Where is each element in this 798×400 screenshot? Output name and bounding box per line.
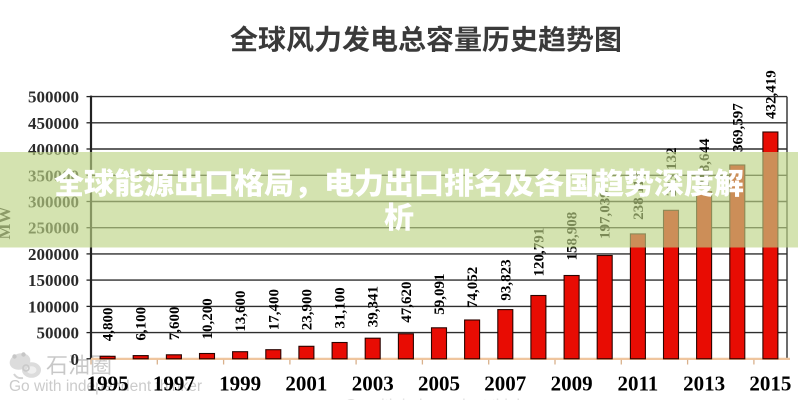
svg-text:369,597: 369,597 [730,103,746,152]
svg-text:93,823: 93,823 [498,259,514,300]
svg-text:2005: 2005 [418,372,460,396]
svg-text:1995: 1995 [87,372,129,396]
svg-text:59,091: 59,091 [432,274,448,315]
svg-text:10,200: 10,200 [200,298,216,339]
svg-text:6,100: 6,100 [134,307,150,341]
svg-text:23,900: 23,900 [299,289,315,330]
svg-text:150000: 150000 [28,271,79,290]
svg-text:39,341: 39,341 [366,286,382,327]
svg-text:Go with independent thinker: Go with independent thinker [9,378,202,395]
svg-text:1999: 1999 [219,372,261,396]
svg-text:500000: 500000 [28,88,79,107]
svg-text:2009: 2009 [551,372,593,396]
svg-text:4,800: 4,800 [101,308,117,342]
svg-text:432,419: 432,419 [763,70,779,119]
svg-text:2001: 2001 [285,372,327,396]
svg-text:450000: 450000 [28,114,79,133]
svg-text:2011: 2011 [617,372,658,396]
svg-text:17,400: 17,400 [266,289,282,330]
svg-text:100000: 100000 [28,297,79,316]
svg-text:1997: 1997 [153,372,195,396]
svg-text:13,600: 13,600 [233,290,249,331]
svg-text:200000: 200000 [28,245,79,264]
svg-text:31,100: 31,100 [333,287,349,328]
svg-text:50000: 50000 [37,324,80,343]
svg-text:2007: 2007 [484,372,526,396]
svg-text:74,052: 74,052 [465,267,481,308]
svg-text:0: 0 [71,350,80,369]
svg-text:7,600: 7,600 [167,307,183,341]
svg-text:2003: 2003 [352,372,394,396]
svg-text:2015: 2015 [749,372,791,396]
svg-text:Go with independent thinker: Go with independent thinker [345,397,538,400]
svg-text:47,620: 47,620 [399,282,415,323]
svg-text:2013: 2013 [683,372,725,396]
